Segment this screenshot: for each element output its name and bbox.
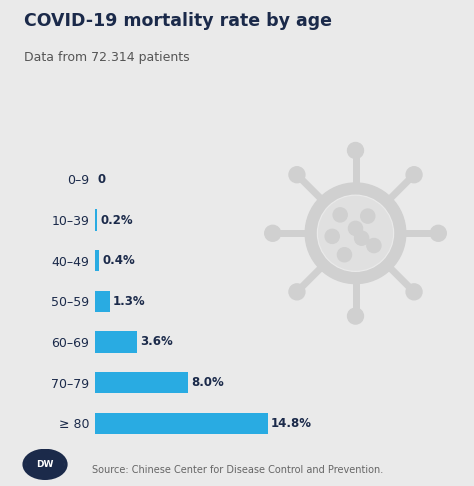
Text: Source: Chinese Center for Disease Control and Prevention.: Source: Chinese Center for Disease Contr… xyxy=(92,465,383,475)
Text: 1.3%: 1.3% xyxy=(113,295,146,308)
Text: COVID-19 mortality rate by age: COVID-19 mortality rate by age xyxy=(24,12,332,30)
Text: 0.2%: 0.2% xyxy=(100,213,133,226)
Circle shape xyxy=(347,142,364,158)
Circle shape xyxy=(289,284,305,300)
Circle shape xyxy=(348,221,363,235)
Circle shape xyxy=(319,196,392,270)
Circle shape xyxy=(264,226,281,241)
Circle shape xyxy=(367,239,381,253)
Bar xyxy=(95,209,97,230)
Circle shape xyxy=(347,308,364,324)
Text: Data from 72.314 patients: Data from 72.314 patients xyxy=(24,51,189,64)
Circle shape xyxy=(406,284,422,300)
Text: 3.6%: 3.6% xyxy=(140,335,173,348)
Circle shape xyxy=(26,452,64,477)
Bar xyxy=(95,372,189,393)
Bar xyxy=(95,250,100,271)
Text: 0: 0 xyxy=(98,173,106,186)
Circle shape xyxy=(337,248,352,262)
Circle shape xyxy=(318,195,393,271)
Text: 14.8%: 14.8% xyxy=(271,417,312,430)
Circle shape xyxy=(325,229,339,243)
Text: 8.0%: 8.0% xyxy=(191,376,224,389)
Circle shape xyxy=(430,226,447,241)
Text: DW: DW xyxy=(36,460,54,469)
Circle shape xyxy=(289,167,305,183)
Text: 0.4%: 0.4% xyxy=(102,254,135,267)
Circle shape xyxy=(406,167,422,183)
Circle shape xyxy=(361,209,375,223)
Bar xyxy=(95,291,110,312)
Circle shape xyxy=(355,231,369,245)
Circle shape xyxy=(333,208,347,222)
Circle shape xyxy=(305,183,406,283)
Bar xyxy=(95,413,268,434)
Bar xyxy=(95,331,137,352)
